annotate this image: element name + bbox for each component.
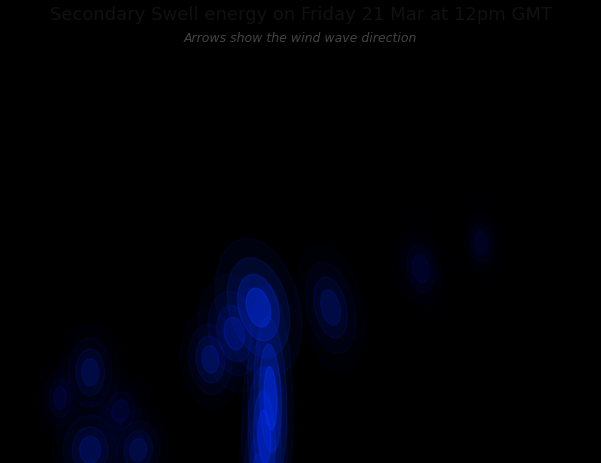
Ellipse shape bbox=[208, 291, 261, 375]
Ellipse shape bbox=[63, 415, 117, 463]
Ellipse shape bbox=[117, 421, 160, 463]
Ellipse shape bbox=[475, 232, 487, 254]
Ellipse shape bbox=[49, 379, 71, 418]
Ellipse shape bbox=[80, 437, 101, 463]
Ellipse shape bbox=[407, 244, 435, 293]
Ellipse shape bbox=[227, 258, 290, 357]
Ellipse shape bbox=[215, 238, 302, 377]
Ellipse shape bbox=[44, 369, 76, 427]
Ellipse shape bbox=[82, 359, 99, 386]
Text: Arrows show the wind wave direction: Arrows show the wind wave direction bbox=[184, 32, 417, 45]
Ellipse shape bbox=[99, 382, 142, 440]
Ellipse shape bbox=[242, 340, 287, 463]
Ellipse shape bbox=[124, 431, 153, 463]
Ellipse shape bbox=[189, 324, 232, 395]
Ellipse shape bbox=[254, 391, 275, 463]
Ellipse shape bbox=[253, 453, 264, 463]
Ellipse shape bbox=[76, 349, 105, 396]
Ellipse shape bbox=[248, 367, 281, 463]
Ellipse shape bbox=[314, 277, 347, 338]
Ellipse shape bbox=[258, 410, 271, 463]
Ellipse shape bbox=[246, 288, 270, 327]
Ellipse shape bbox=[130, 438, 147, 462]
Ellipse shape bbox=[254, 317, 287, 463]
Ellipse shape bbox=[260, 344, 281, 452]
Ellipse shape bbox=[245, 418, 272, 463]
Ellipse shape bbox=[237, 275, 279, 341]
Ellipse shape bbox=[217, 306, 252, 362]
Ellipse shape bbox=[321, 290, 340, 325]
Ellipse shape bbox=[112, 400, 129, 423]
Ellipse shape bbox=[305, 262, 356, 353]
Ellipse shape bbox=[412, 255, 429, 283]
Text: Secondary Swell energy on Friday 21 Mar at 12pm GMT: Secondary Swell energy on Friday 21 Mar … bbox=[49, 6, 552, 24]
Ellipse shape bbox=[196, 336, 225, 383]
Ellipse shape bbox=[106, 392, 135, 431]
Ellipse shape bbox=[264, 367, 277, 430]
Ellipse shape bbox=[224, 317, 245, 350]
Ellipse shape bbox=[248, 285, 293, 463]
Ellipse shape bbox=[249, 437, 267, 463]
Ellipse shape bbox=[54, 387, 67, 410]
Ellipse shape bbox=[202, 346, 219, 373]
Ellipse shape bbox=[470, 223, 492, 263]
Ellipse shape bbox=[72, 427, 108, 463]
Ellipse shape bbox=[69, 338, 112, 407]
